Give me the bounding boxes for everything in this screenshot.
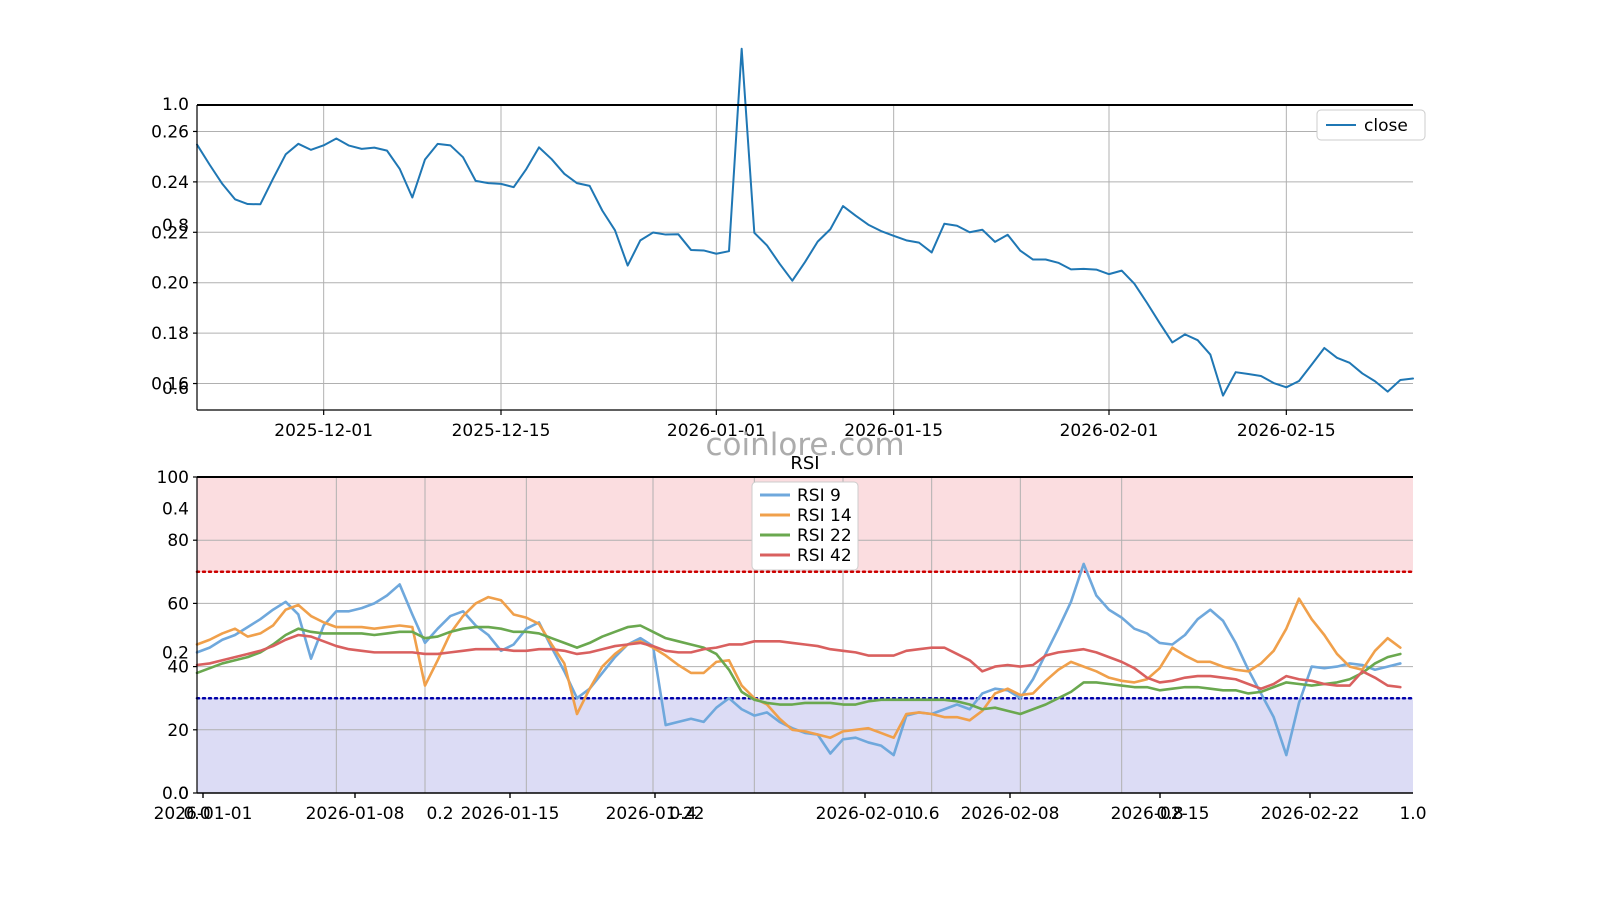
rsi-xtick-label: 2026-01-22 [606,804,705,824]
rsi-ytick-label: 40 [167,658,189,678]
price-secondary-ytick-label: 0.6 [162,379,189,399]
price-xtick-label: 2026-02-01 [1060,421,1159,441]
price-close-line [196,47,1414,397]
price-legend[interactable]: close [1316,109,1426,141]
price-xtick-label: 2025-12-15 [452,421,551,441]
rsi-series-line [195,624,1402,716]
watermark-text: coinlore.com [705,427,904,463]
price-secondary-ytick-label: 0.8 [162,216,189,236]
rsi-secondary-xtick-label: 0.6 [912,804,939,824]
price-panel[interactable]: 0.16 0.18 0.20 0.22 0.24 0.26 0.6 0.8 1.0 2025-12… [151,47,1414,441]
rsi-ytick-label: 20 [167,721,189,741]
price-xtick-label: 2026-02-15 [1237,421,1336,441]
rsi-secondary-xtick-label: 0.2 [426,804,453,824]
rsi-secondary-xtick-label: 0.8 [1156,804,1183,824]
price-secondary-ytick-label: 1.0 [162,95,189,115]
rsi-xtick-label: 2026-02-01 [816,804,915,824]
price-plot-background [197,105,1413,410]
rsi-xtick-label: 2026-01-08 [306,804,405,824]
rsi-series-line [195,633,1402,691]
price-xtick-label: 2025-12-01 [274,421,373,441]
rsi-ytick-label: 100 [157,468,189,488]
rsi-legend-box [751,481,859,571]
rsi-legend-label: RSI 22 [797,526,852,546]
rsi-legend-label: RSI 14 [797,506,852,526]
price-xtick-label: 2026-01-15 [844,421,943,441]
rsi-ytick-label: 0 [178,784,189,804]
rsi-xtick-label: 2026-02-08 [961,804,1060,824]
rsi-secondary-xtick-label: 1.0 [1399,804,1426,824]
rsi-xtick-label: 2026-02-22 [1261,804,1360,824]
price-ytick-label: 0.18 [151,324,189,344]
rsi-panel-title: RSI [790,453,819,474]
price-ytick-label: 0.26 [151,122,189,142]
rsi-oversold-band [197,698,1413,793]
rsi-ytick-label: 60 [167,594,189,614]
rsi-ytick-label: 80 [167,531,189,551]
rsi-legend-label: RSI 42 [797,546,852,566]
price-ytick-label: 0.20 [151,274,189,294]
price-ytick-label: 0.24 [151,173,189,193]
rsi-panel[interactable]: 0 20 40 60 80 100 0.0 0.2 0.4 2026-01-01 2026-01-0… [154,453,1427,824]
rsi-secondary-ytick-label: 0.2 [162,643,189,663]
rsi-legend-label: RSI 9 [797,486,841,506]
rsi-series-line [195,595,1402,740]
watermark[interactable]: coinlore.com [705,427,904,463]
rsi-secondary-ytick-label: 0.0 [162,784,189,804]
price-ytick-label: 0.22 [151,223,189,243]
rsi-xtick-label: 2026-01-15 [461,804,560,824]
price-legend-box [1316,109,1426,141]
price-ytick-label: 0.16 [151,375,189,395]
rsi-secondary-xtick-label: 0.4 [669,804,696,824]
price-legend-label-close: close [1364,116,1408,136]
rsi-secondary-xtick-label: 0.0 [183,804,210,824]
rsi-xtick-label: 2026-01-01 [154,804,253,824]
price-xtick-label: 2026-01-01 [667,421,766,441]
rsi-secondary-ytick-label: 0.4 [162,500,189,520]
rsi-xtick-label: 2026-02-15 [1111,804,1210,824]
